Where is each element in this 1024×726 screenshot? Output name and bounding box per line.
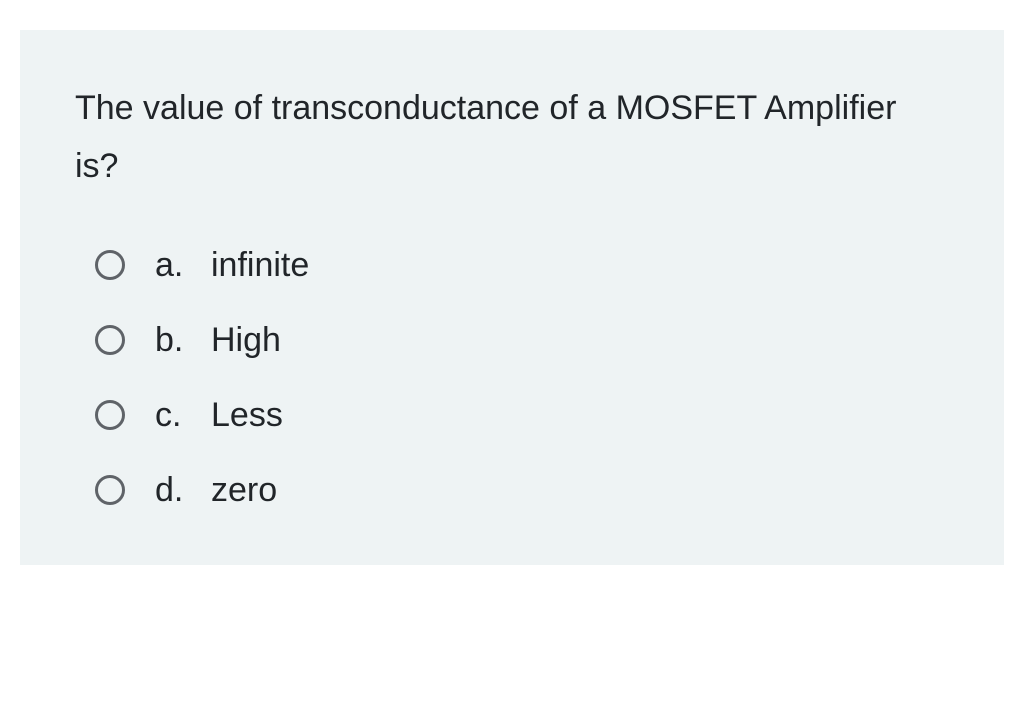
option-label: c. Less	[155, 396, 283, 435]
radio-icon[interactable]	[95, 475, 125, 505]
radio-icon[interactable]	[95, 400, 125, 430]
option-b[interactable]: b. High	[95, 321, 949, 360]
option-label: b. High	[155, 321, 281, 360]
options-list: a. infinite b. High c. Less d. zero	[75, 246, 949, 510]
question-card: The value of transconductance of a MOSFE…	[20, 30, 1004, 565]
radio-icon[interactable]	[95, 325, 125, 355]
option-letter: a.	[155, 246, 193, 285]
option-label: a. infinite	[155, 246, 309, 285]
option-text: infinite	[211, 246, 309, 285]
option-text: High	[211, 321, 281, 360]
option-letter: c.	[155, 396, 193, 435]
option-text: zero	[211, 471, 277, 510]
option-c[interactable]: c. Less	[95, 396, 949, 435]
option-text: Less	[211, 396, 283, 435]
option-letter: b.	[155, 321, 193, 360]
option-a[interactable]: a. infinite	[95, 246, 949, 285]
option-label: d. zero	[155, 471, 277, 510]
radio-icon[interactable]	[95, 250, 125, 280]
option-letter: d.	[155, 471, 193, 510]
question-text: The value of transconductance of a MOSFE…	[75, 80, 949, 196]
option-d[interactable]: d. zero	[95, 471, 949, 510]
